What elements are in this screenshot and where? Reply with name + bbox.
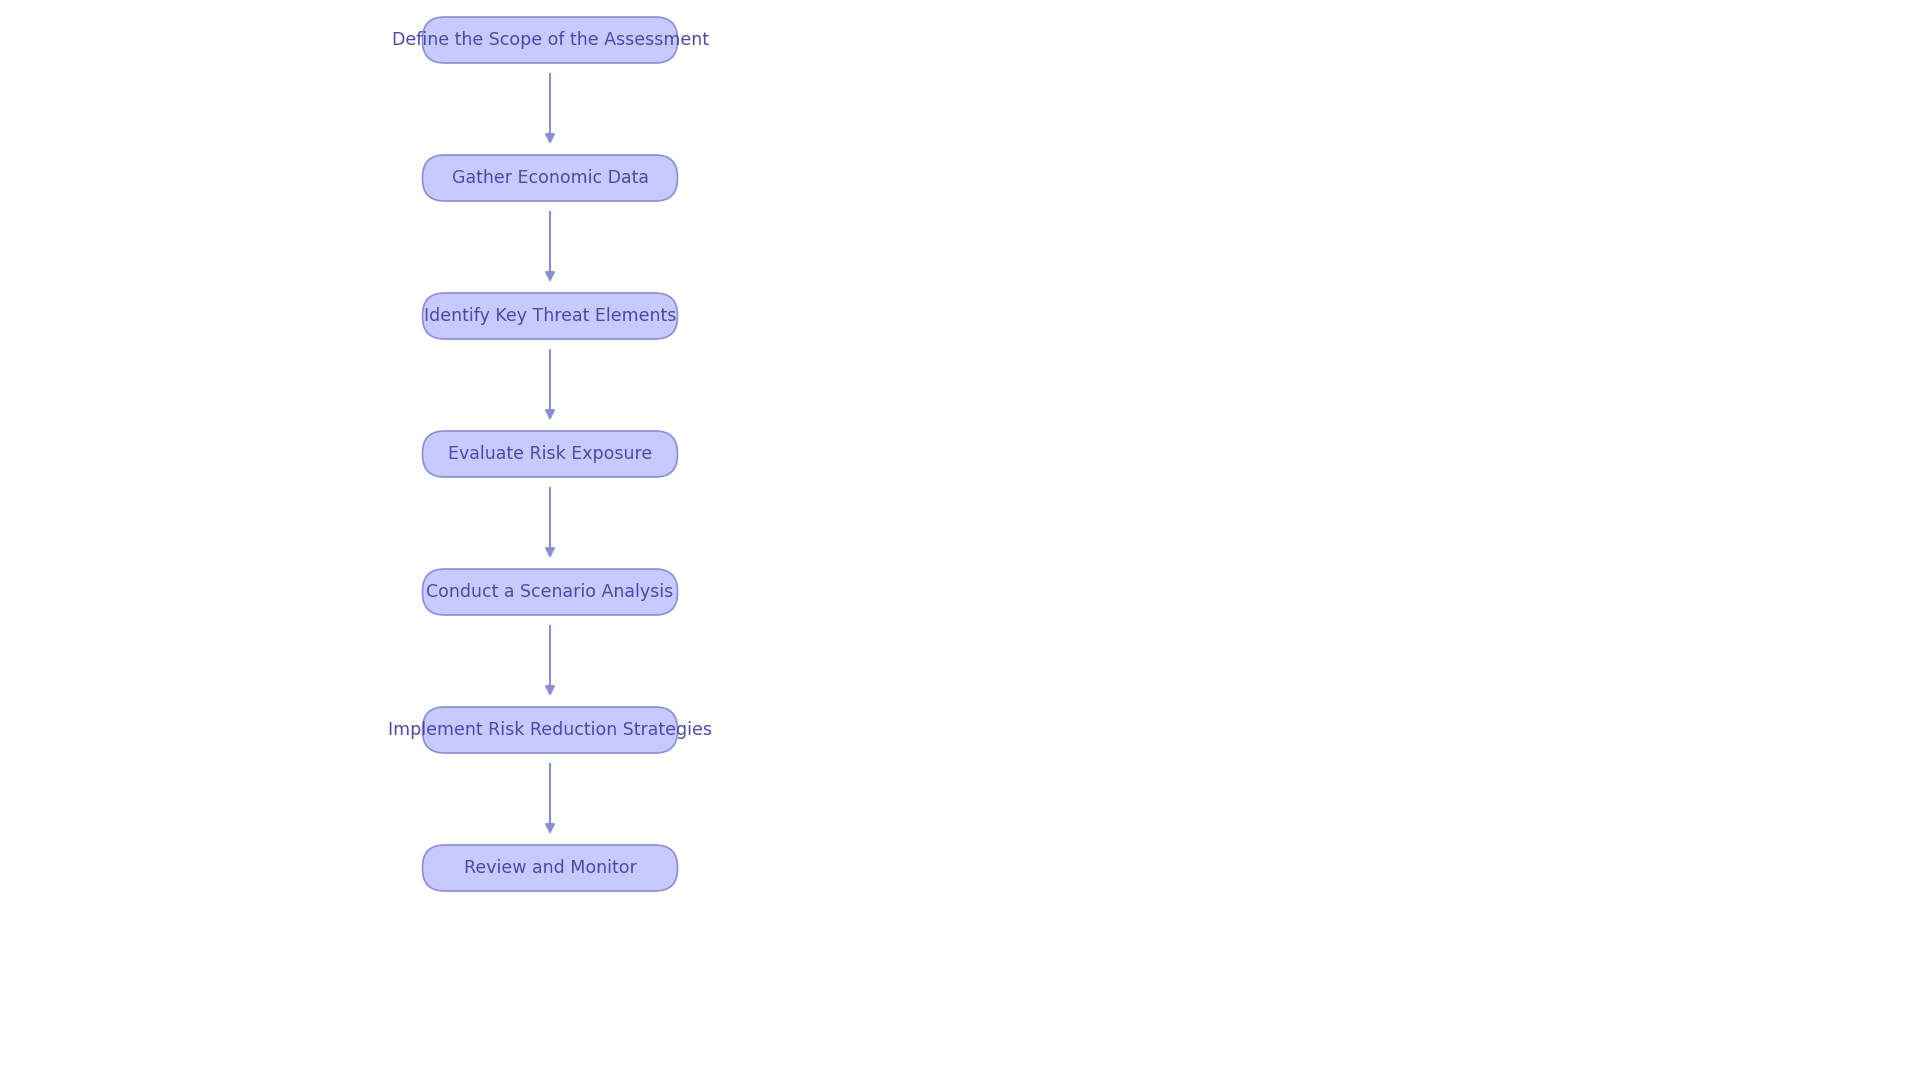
FancyBboxPatch shape [422,431,678,477]
Text: Gather Economic Data: Gather Economic Data [451,169,649,187]
FancyBboxPatch shape [422,707,678,753]
Text: Identify Key Threat Elements: Identify Key Threat Elements [424,306,676,325]
Text: Implement Risk Reduction Strategies: Implement Risk Reduction Strategies [388,721,712,739]
Text: Review and Monitor: Review and Monitor [463,859,636,877]
FancyBboxPatch shape [422,293,678,339]
Text: Define the Scope of the Assessment: Define the Scope of the Assessment [392,31,708,49]
Text: Conduct a Scenario Analysis: Conduct a Scenario Analysis [426,583,674,601]
FancyBboxPatch shape [422,845,678,891]
FancyBboxPatch shape [422,17,678,63]
FancyBboxPatch shape [422,569,678,615]
FancyBboxPatch shape [422,155,678,201]
Text: Evaluate Risk Exposure: Evaluate Risk Exposure [447,445,653,464]
